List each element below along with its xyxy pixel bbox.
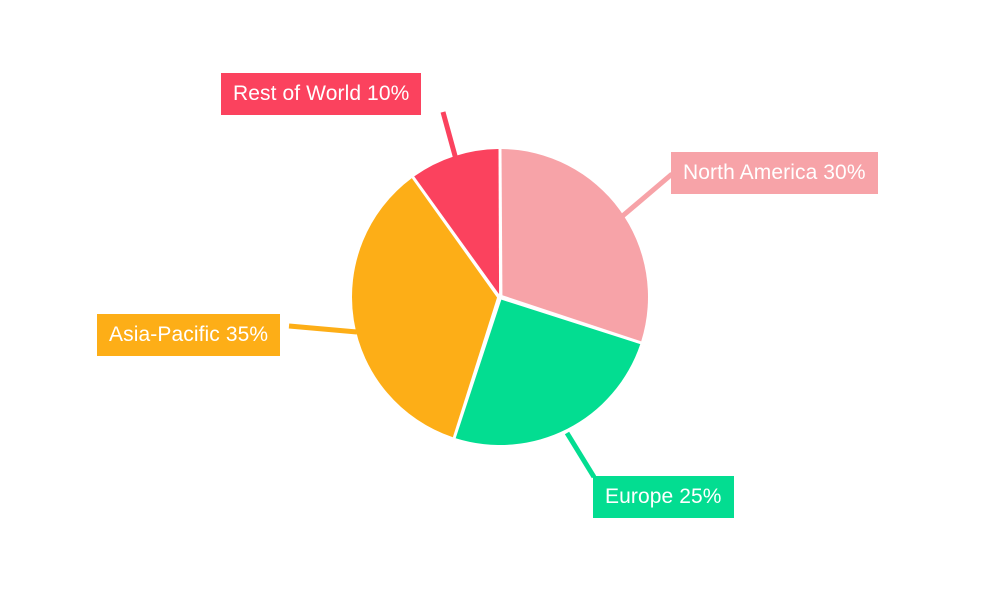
leader-lines (288, 111, 674, 479)
leader-line-europe (564, 431, 597, 479)
pie-label-rest-of-world[interactable]: Rest of World 10% (221, 73, 422, 115)
leader-line-north-america (617, 172, 674, 221)
pie-label-asia-pacific[interactable]: Asia-Pacific 35% (97, 314, 281, 356)
pie-label-north-america[interactable]: North America 30% (671, 152, 878, 194)
pie-slice-europe[interactable] (455, 299, 641, 446)
pie-slice-north-america[interactable] (501, 149, 649, 342)
leader-line-asia-pacific (288, 323, 358, 335)
pie-slice-rest-of-world[interactable] (414, 149, 500, 295)
pie-label-europe[interactable]: Europe 25% (593, 476, 734, 518)
pie-slice-asia-pacific[interactable] (351, 178, 498, 438)
pie-slices (351, 149, 649, 446)
leader-line-rest-of-world (440, 111, 460, 164)
